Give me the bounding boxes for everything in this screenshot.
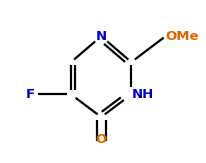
Text: NH: NH xyxy=(131,88,153,101)
Text: F: F xyxy=(26,88,35,101)
Text: O: O xyxy=(95,133,106,146)
Text: N: N xyxy=(95,30,106,43)
Text: OMe: OMe xyxy=(165,30,198,43)
